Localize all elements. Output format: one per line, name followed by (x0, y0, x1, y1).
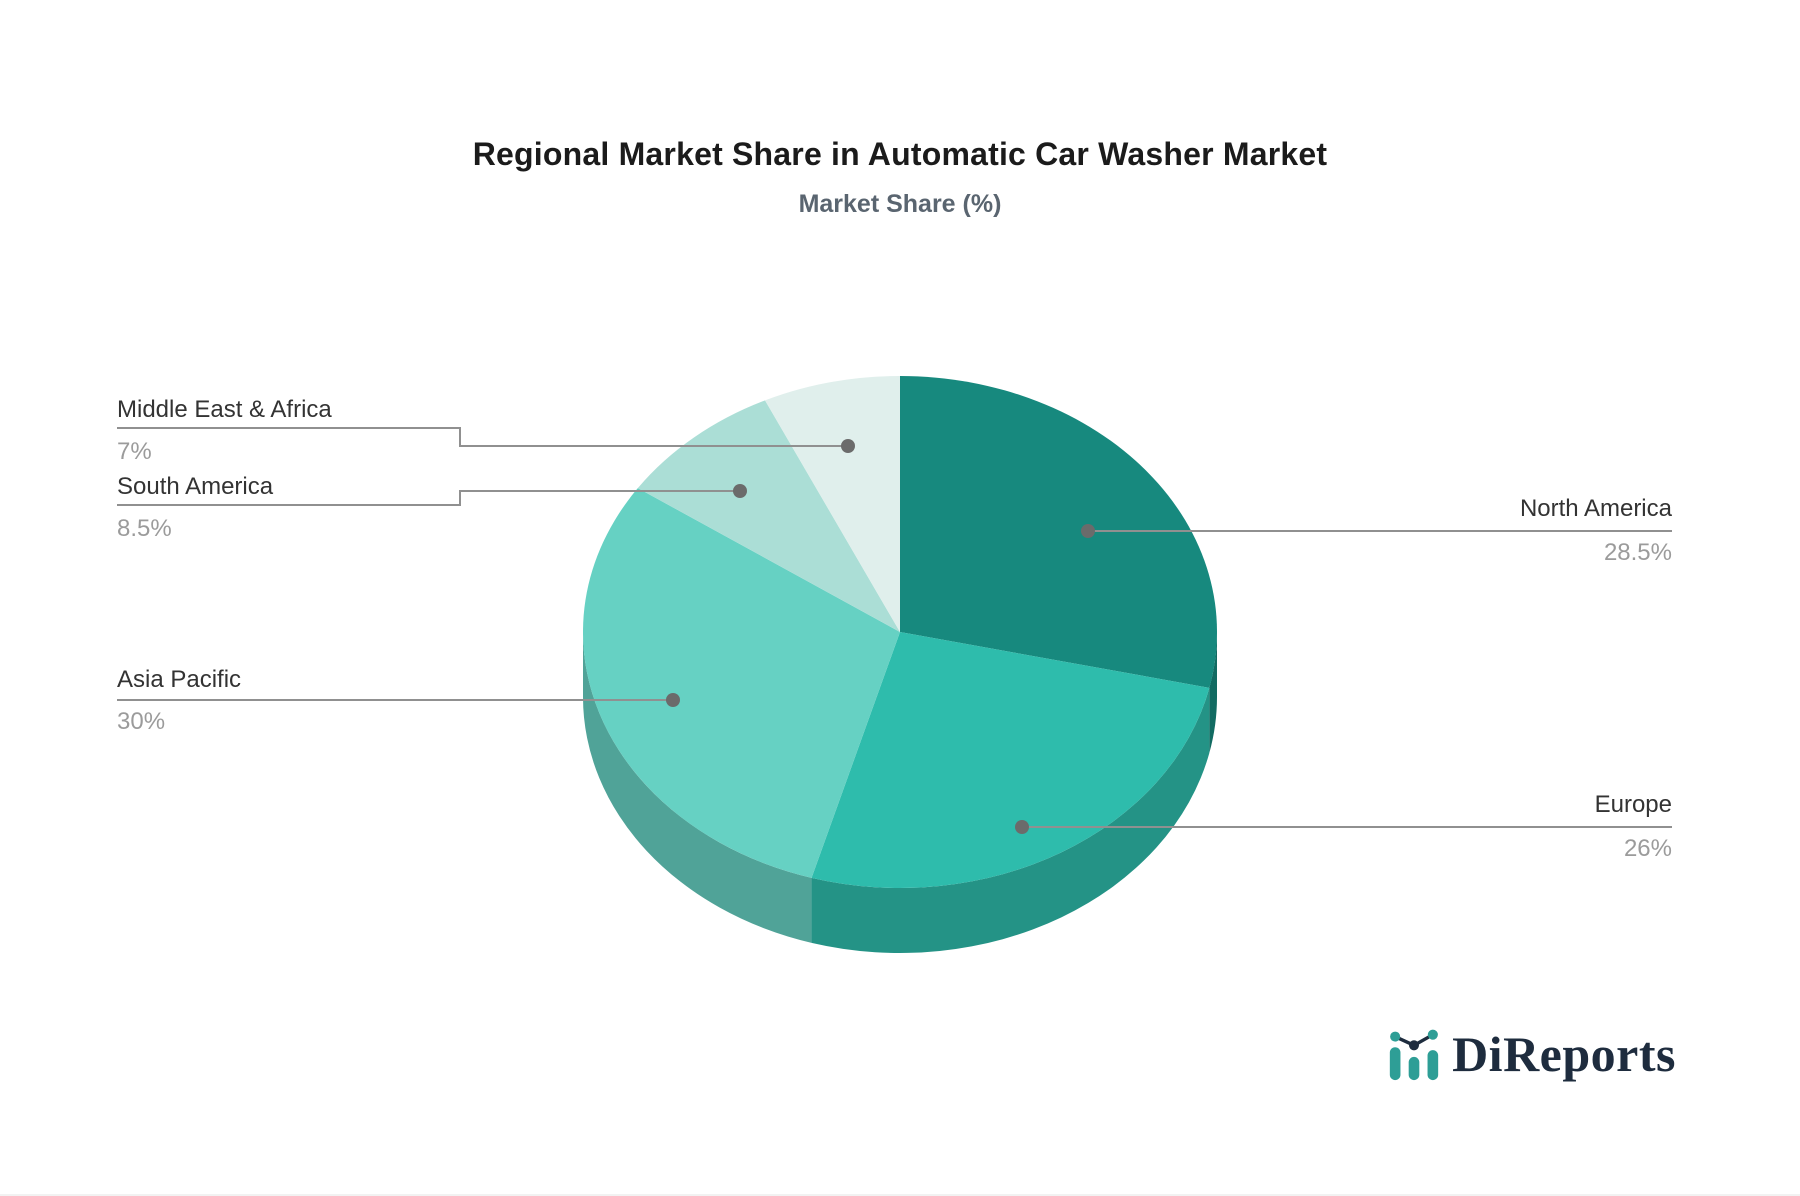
leader-dot-south-america (733, 484, 747, 498)
pie-slice-europe[interactable] (811, 632, 1210, 888)
pie-slice-rim-north-america (1209, 632, 1217, 753)
slice-value-europe: 26% (1623, 835, 1672, 862)
leader-dot-north-america (1081, 524, 1095, 538)
logo-text: DiReports (1452, 1026, 1676, 1082)
leader-dot-asia-pacific (666, 693, 680, 707)
slice-label-middle-east-africa: Middle East & Africa (117, 396, 332, 423)
leader-line-middle-east-africa (117, 427, 848, 447)
pie-slice-south-america[interactable] (637, 400, 900, 632)
slice-value-north-america: 28.5% (1603, 539, 1672, 566)
slice-label-south-america: South America (117, 473, 274, 500)
slice-label-asia-pacific: Asia Pacific (117, 666, 242, 693)
direports-logo: DiReports (1385, 1024, 1676, 1084)
pie-slice-north-america[interactable] (900, 376, 1217, 688)
slice-value-south-america: 8.5% (117, 515, 172, 542)
chart-title: Regional Market Share in Automatic Car W… (472, 136, 1328, 172)
leader-line-south-america (117, 490, 740, 506)
bar-chart-trend-icon (1389, 1029, 1439, 1081)
slice-value-middle-east-africa: 7% (117, 438, 152, 465)
leader-dot-europe (1015, 820, 1029, 834)
pie-slice-middle-east-africa[interactable] (765, 376, 900, 632)
slice-value-asia-pacific: 30% (117, 708, 166, 735)
slice-label-north-america: North America (1519, 495, 1672, 522)
pie-slice-rim-asia-pacific (583, 632, 812, 943)
leader-dot-middle-east-africa (841, 439, 855, 453)
chart-subtitle: Market Share (%) (798, 190, 1002, 218)
pie-slice-asia-pacific[interactable] (583, 488, 900, 878)
pie-slice-rim-europe (811, 687, 1210, 954)
slice-label-europe: Europe (1594, 791, 1672, 818)
